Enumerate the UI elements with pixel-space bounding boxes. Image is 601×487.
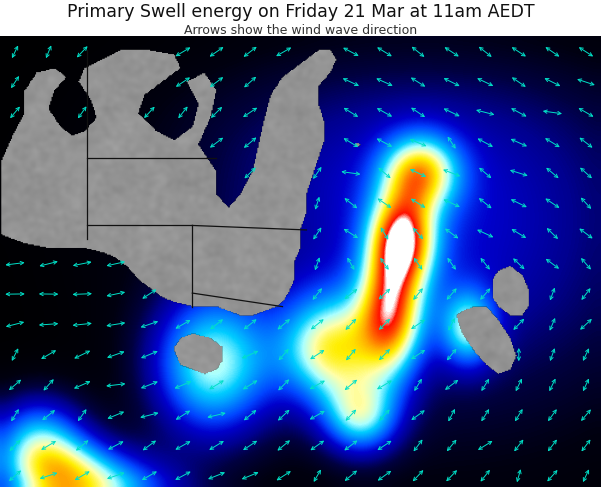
Text: Arrows show the wind wave direction: Arrows show the wind wave direction [184,24,417,37]
Text: Primary Swell energy on Friday 21 Mar at 11am AEDT: Primary Swell energy on Friday 21 Mar at… [67,2,534,20]
